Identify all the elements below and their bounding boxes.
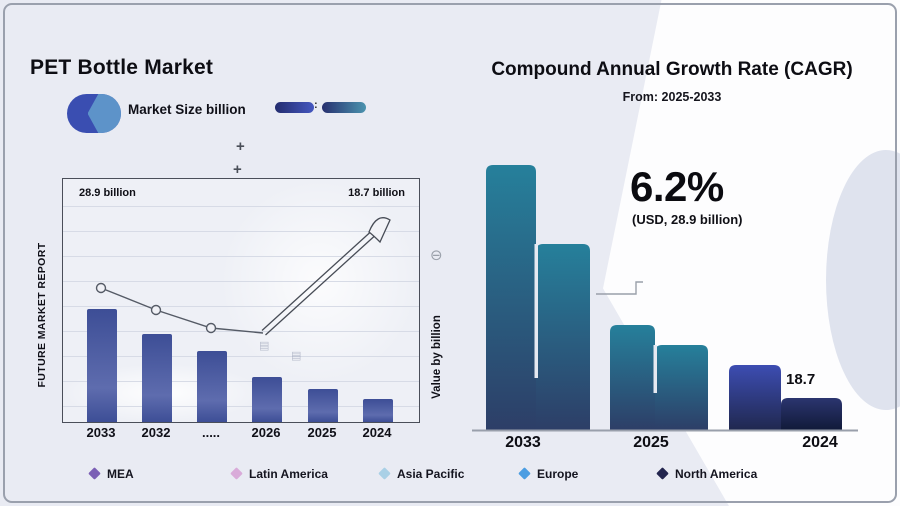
left-x-axis-labels: 2033 2032..... 2026 2025 2024 (62, 425, 418, 441)
left-chart-side-label: FUTURE MARKET REPORT (36, 242, 48, 388)
cagr-bar-2025-series-a (610, 325, 655, 430)
right-x-label-2024: 2024 (802, 434, 838, 451)
ghost-table-glyph: ▤ (291, 350, 302, 362)
market-size-legend-label: Market Size billion (128, 102, 246, 117)
circle-minus-icon: ⊖ (430, 247, 443, 264)
right-x-label-2033: 2033 (505, 434, 541, 451)
gridline (63, 381, 419, 382)
right-chart-y-label: Value by billion (431, 315, 443, 399)
legend-label: MEA (107, 467, 134, 481)
gradient-pill-icon (322, 102, 366, 113)
gridline (63, 356, 419, 357)
market-size-bar-2025 (308, 389, 338, 422)
legend-diamond-icon (88, 467, 101, 480)
legend-diamond-icon (378, 467, 391, 480)
left-x-label-2026: 2026 (251, 425, 281, 440)
bar-gap (653, 345, 657, 393)
value-label-2024: 18.7 billion (348, 187, 405, 199)
plus-icon: + (233, 161, 242, 178)
bar-gap (534, 244, 538, 378)
gradient-pill-icon (275, 102, 314, 113)
market-size-bar-2024 (363, 399, 393, 422)
market-size-bar-2033 (87, 309, 117, 422)
left-x-label-2033: 2033 (86, 425, 116, 440)
left-x-label-2024: 2024 (362, 425, 392, 440)
legend-label: Asia Pacific (397, 467, 465, 481)
legend-diamond-icon (656, 467, 669, 480)
trend-line-and-arrow (95, 217, 391, 336)
cagr-subtitle: From: 2025-2033 (622, 90, 722, 104)
legend-diamond-icon (230, 467, 243, 480)
cagr-bar-chart (472, 165, 858, 432)
market-size-bar-2026 (252, 377, 282, 422)
legend-label: Latin America (249, 467, 328, 481)
gridline (63, 281, 419, 282)
plus-icon: + (236, 138, 245, 155)
value-label-2033: 28.9 billion (79, 187, 136, 199)
right-x-label-2025: 2025 (633, 434, 669, 451)
market-size-bar-2032 (142, 334, 172, 422)
legend-label: North America (675, 467, 758, 481)
left-x-label-.....: ..... (201, 425, 221, 440)
ghost-table-glyph: ▤ (259, 340, 270, 352)
legend-diamond-icon (518, 467, 531, 480)
cagr-value: 6.2% (630, 163, 724, 210)
gridline (63, 406, 419, 407)
market-size-chart: 28.9 billion 18.7 billion ▤ ▤ (62, 178, 420, 423)
cagr-note: (USD, 28.9 billion) (632, 212, 743, 227)
left-x-label-2032: 2032 (141, 425, 171, 440)
cagr-bar-2033-series-b (536, 244, 590, 430)
data-label-2024: 18.7 (786, 371, 816, 388)
gridline (63, 306, 419, 307)
cagr-bar-2024-series-a (729, 365, 781, 430)
legend-label: Europe (537, 467, 579, 481)
left-x-label-2025: 2025 (307, 425, 337, 440)
cagr-bar-2033-series-a (486, 165, 536, 430)
market-size-bar-..... (197, 351, 227, 422)
pill-separator: : (314, 99, 318, 111)
gridline (63, 206, 419, 207)
gridline (63, 256, 419, 257)
cagr-bar-2025-series-b (655, 345, 708, 430)
gridline (63, 231, 419, 232)
cagr-title: Compound Annual Growth Rate (CAGR) (491, 59, 853, 80)
cagr-bar-2024-series-b (781, 398, 842, 430)
market-size-cylinder-icon (67, 94, 121, 133)
page-title: PET Bottle Market (30, 56, 214, 79)
step-line-decoration (596, 281, 643, 295)
